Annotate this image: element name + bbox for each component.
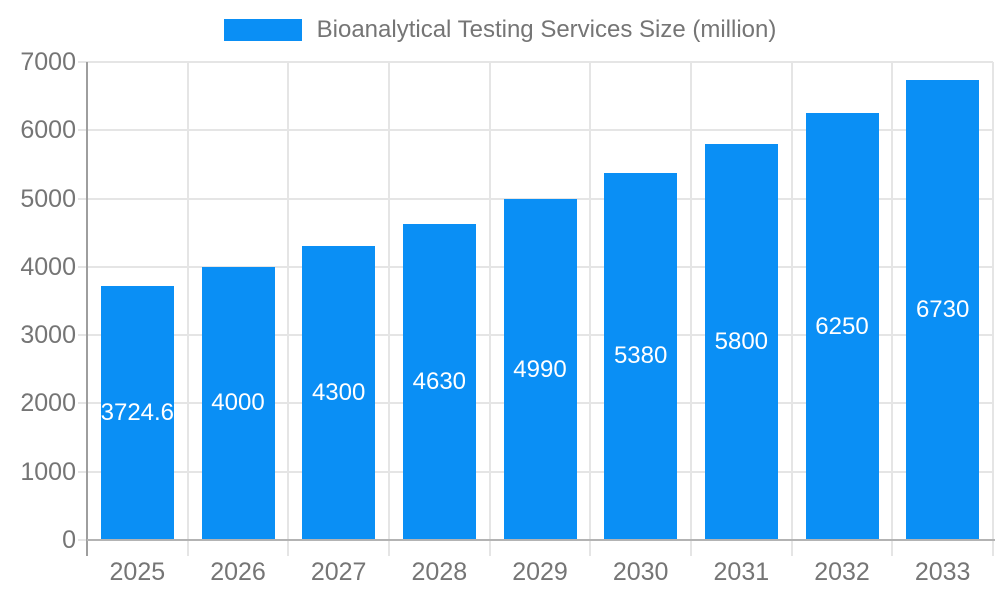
h-gridline-7000 [87, 61, 993, 63]
y-axis-label-7000: 7000 [20, 48, 76, 76]
x-tick-1 [186, 541, 189, 556]
v-gridline-9 [992, 62, 994, 540]
x-axis-label-2026: 2026 [210, 558, 266, 586]
bar-2029[interactable]: 4990 [503, 199, 577, 540]
x-tick-4 [488, 541, 491, 556]
legend-label: Bioanalytical Testing Services Size (mil… [316, 16, 777, 43]
bar-2032[interactable]: 6250 [805, 113, 879, 540]
x-axis-label-2025: 2025 [109, 558, 166, 586]
y-tick-2000 [78, 402, 87, 405]
x-tick-9 [992, 541, 994, 556]
x-axis-label-2030: 2030 [612, 558, 669, 586]
v-gridline-4 [488, 62, 491, 540]
y-tick-6000 [78, 129, 87, 132]
bar-value-2027: 4300 [311, 379, 366, 407]
v-gridline-8 [891, 62, 894, 540]
y-axis-label-5000: 5000 [20, 184, 76, 213]
chart-legend[interactable]: Bioanalytical Testing Services Size (mil… [0, 16, 1000, 44]
v-gridline-6 [690, 62, 692, 540]
x-tick-2 [287, 541, 290, 556]
v-gridline-1 [186, 62, 189, 540]
plot-area: 3724.6 4000 4300 4630 4990 5380 5800 6250 6730 [87, 61, 994, 540]
h-gridline-5000 [87, 197, 993, 200]
bar-2027[interactable]: 4300 [302, 246, 376, 540]
y-axis-label-2000: 2000 [20, 389, 76, 418]
y-tick-1000 [78, 470, 87, 473]
x-tick-3 [388, 541, 390, 556]
v-gridline-2 [287, 62, 290, 540]
bar-value-2030: 5380 [613, 342, 668, 370]
y-tick-0 [78, 539, 87, 541]
bar-value-2031: 5800 [714, 327, 769, 355]
x-axis-label-2029: 2029 [512, 558, 568, 586]
x-tick-8 [891, 541, 894, 556]
x-axis-line [87, 539, 995, 541]
y-tick-3000 [78, 334, 87, 337]
y-axis-label-1000: 1000 [20, 457, 76, 486]
y-axis-line [86, 62, 88, 556]
y-tick-4000 [78, 265, 87, 268]
bar-2026[interactable]: 4000 [201, 266, 275, 540]
x-axis-label-2027: 2027 [310, 558, 367, 586]
x-axis-label-2028: 2028 [411, 558, 468, 586]
v-gridline-3 [388, 62, 390, 540]
bar-2028[interactable]: 4630 [402, 223, 476, 540]
y-axis-label-0: 0 [62, 526, 76, 554]
bar-2031[interactable]: 5800 [704, 143, 778, 540]
legend-swatch-icon [223, 19, 302, 41]
x-tick-5 [589, 541, 592, 556]
x-axis-label-2032: 2032 [814, 558, 870, 586]
bar-2033[interactable]: 6730 [906, 80, 980, 540]
x-tick-7 [790, 541, 793, 556]
bar-2025[interactable]: 3724.6 [100, 285, 175, 540]
y-axis-label-3000: 3000 [20, 321, 76, 350]
bar-value-2029: 4990 [513, 355, 567, 383]
y-axis-label-4000: 4000 [20, 252, 76, 281]
h-gridline-6000 [87, 129, 993, 132]
bar-2030[interactable]: 5380 [604, 172, 678, 540]
v-gridline-7 [790, 62, 793, 540]
v-gridline-5 [589, 62, 592, 540]
bar-value-2025: 3724.6 [100, 398, 175, 426]
y-tick-5000 [78, 197, 87, 200]
bar-value-2032: 6250 [815, 312, 869, 340]
x-axis-label-2033: 2033 [914, 558, 971, 586]
bar-value-2026: 4000 [211, 389, 265, 417]
x-axis-label-2031: 2031 [713, 558, 770, 586]
bar-value-2033: 6730 [915, 296, 970, 324]
y-axis-label-6000: 6000 [20, 116, 76, 145]
y-tick-7000 [78, 61, 87, 63]
bar-value-2028: 4630 [412, 367, 467, 395]
x-tick-6 [690, 541, 692, 556]
